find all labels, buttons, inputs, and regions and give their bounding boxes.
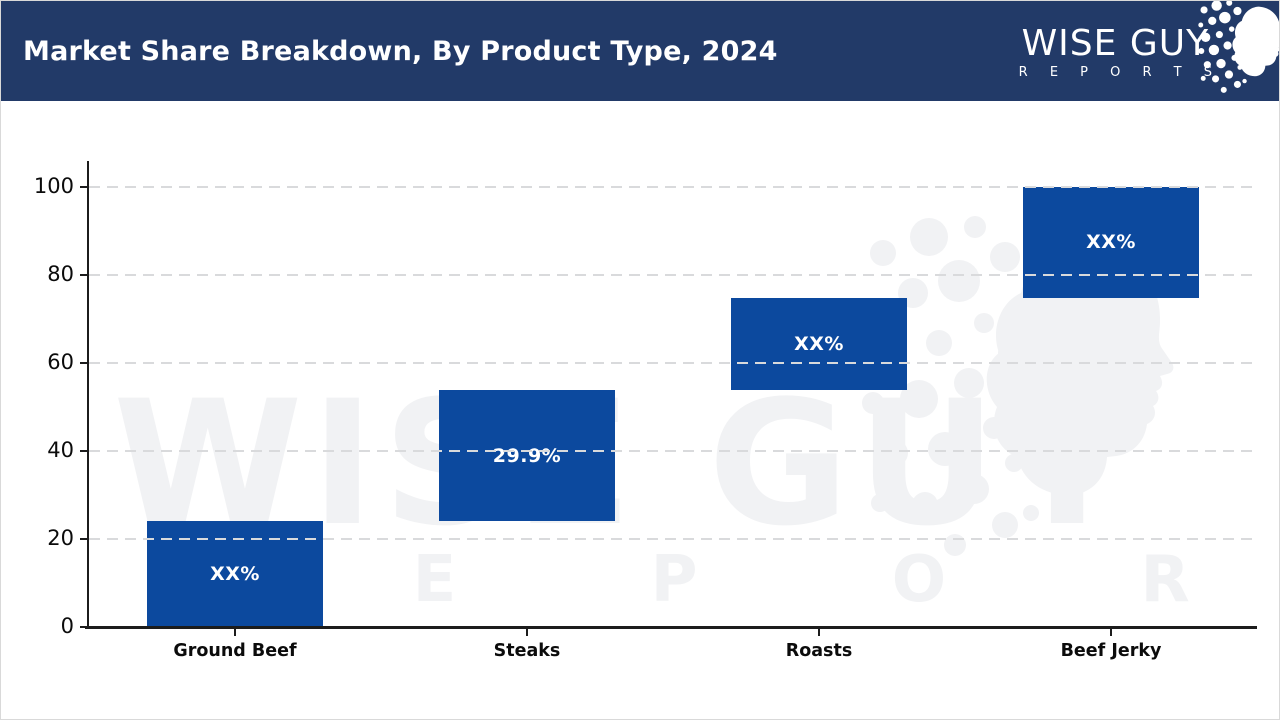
bar: 29.9% bbox=[439, 389, 615, 522]
x-tick-mark bbox=[526, 627, 528, 636]
y-tick-mark bbox=[80, 626, 89, 628]
x-tick-mark bbox=[818, 627, 820, 636]
y-tick-mark bbox=[80, 538, 89, 540]
bar-value-label: XX% bbox=[210, 563, 260, 586]
bar-value-label: XX% bbox=[1086, 231, 1136, 254]
y-tick-label: 20 bbox=[47, 526, 74, 550]
bar-value-label: 29.9% bbox=[492, 444, 562, 467]
y-tick-mark bbox=[80, 186, 89, 188]
brand-logo-subtitle: R E P O R T S bbox=[1018, 64, 1221, 80]
y-tick-label: 60 bbox=[47, 350, 74, 374]
y-axis-line bbox=[87, 161, 89, 629]
category-label: Roasts bbox=[785, 641, 853, 661]
watermark-subtitle: R E P O R T S bbox=[169, 543, 1279, 617]
y-tick-label: 80 bbox=[47, 262, 74, 286]
bar: XX% bbox=[1023, 187, 1199, 298]
y-tick-mark bbox=[80, 450, 89, 452]
gridline bbox=[89, 186, 1257, 188]
x-axis-line bbox=[85, 626, 1257, 629]
category-label: Beef Jerky bbox=[1060, 641, 1162, 661]
bar-value-label: XX% bbox=[794, 332, 844, 355]
page-title: Market Share Breakdown, By Product Type,… bbox=[23, 35, 778, 67]
y-tick-label: 100 bbox=[33, 174, 74, 198]
brand-logo-wordmark: WISE GUY bbox=[1021, 22, 1210, 64]
y-tick-label: 0 bbox=[60, 614, 74, 638]
gridline bbox=[89, 450, 1257, 452]
gridline bbox=[89, 274, 1257, 276]
brand-logo-text: WISE GUY R E P O R T S bbox=[1010, 23, 1221, 80]
y-tick-label: 40 bbox=[47, 438, 74, 462]
x-tick-mark bbox=[1110, 627, 1112, 636]
y-tick-mark bbox=[80, 362, 89, 364]
y-tick-mark bbox=[80, 274, 89, 276]
category-label: Ground Beef bbox=[173, 641, 297, 661]
header: Market Share Breakdown, By Product Type,… bbox=[1, 1, 1279, 101]
chart-area: WISE GUY R E P O R T S 020406080100XX%Gr… bbox=[1, 101, 1279, 719]
category-label: Steaks bbox=[493, 641, 561, 661]
gridline bbox=[89, 538, 1257, 540]
x-tick-mark bbox=[234, 627, 236, 636]
bar: XX% bbox=[731, 297, 907, 390]
brand-logo: WISE GUY R E P O R T S bbox=[1010, 1, 1279, 101]
gridline bbox=[89, 362, 1257, 364]
